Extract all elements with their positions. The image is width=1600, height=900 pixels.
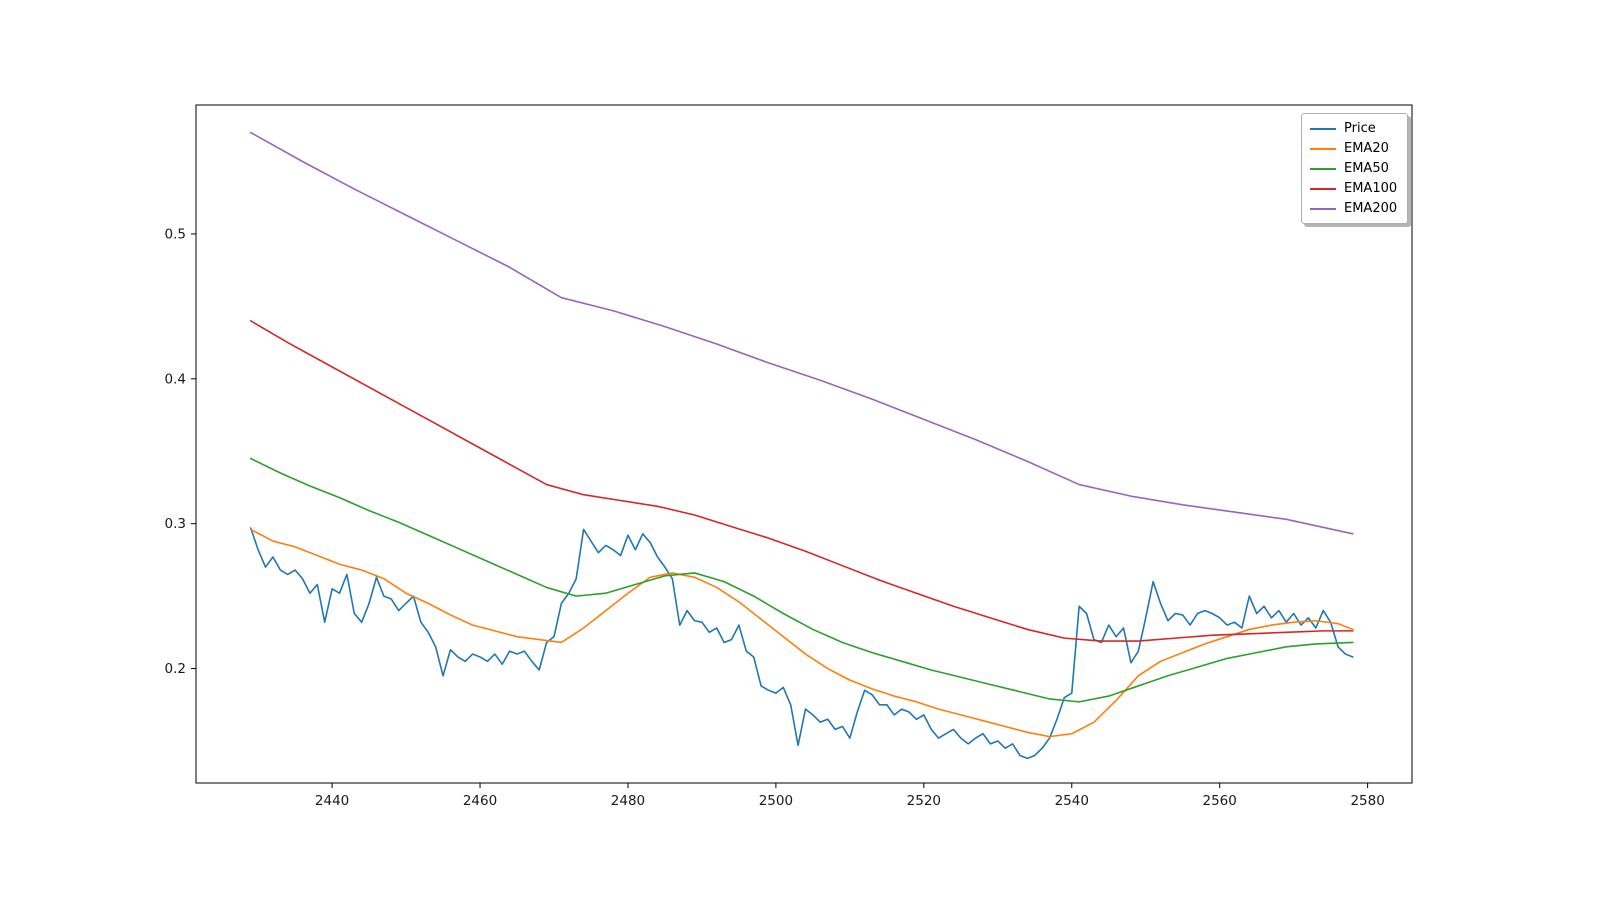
y-tick-label: 0.2 [165, 661, 186, 677]
x-tick-label: 2440 [315, 793, 349, 809]
legend-item-ema200: EMA200 [1310, 200, 1397, 217]
legend-item-ema50: EMA50 [1310, 160, 1397, 177]
x-tick-label: 2580 [1350, 793, 1384, 809]
legend-swatch-ema50 [1310, 167, 1336, 170]
series-line-price [249, 527, 1354, 760]
x-tick-label: 2540 [1055, 793, 1089, 809]
x-tick-label: 2480 [611, 793, 645, 809]
y-tick-label: 0.3 [165, 516, 186, 532]
x-tick-label: 2520 [907, 793, 941, 809]
axes-frame [195, 104, 1413, 784]
legend-swatch-ema200 [1310, 207, 1336, 210]
legend-swatch-price [1310, 127, 1336, 130]
legend-label: Price [1344, 121, 1376, 136]
legend-label: EMA200 [1344, 201, 1398, 216]
x-tick-label: 2560 [1203, 793, 1237, 809]
legend-swatch-ema20 [1310, 147, 1336, 150]
legend-label: EMA50 [1344, 161, 1389, 176]
y-tick-label: 0.4 [165, 371, 186, 387]
chart-legend: Price EMA20 EMA50 EMA100 EMA200 [1301, 113, 1409, 224]
legend-item-price: Price [1310, 120, 1397, 137]
legend-item-ema20: EMA20 [1310, 140, 1397, 157]
legend-swatch-ema100 [1310, 187, 1336, 190]
legend-label: EMA100 [1344, 181, 1398, 196]
x-tick-label: 2460 [463, 793, 497, 809]
legend-item-ema100: EMA100 [1310, 180, 1397, 197]
legend-label: EMA20 [1344, 141, 1389, 156]
x-tick-label: 2500 [759, 793, 793, 809]
series-line-ema50 [249, 457, 1354, 703]
series-line-ema200 [249, 131, 1354, 535]
y-tick-label: 0.5 [165, 226, 186, 242]
series-line-ema20 [249, 528, 1354, 738]
series-line-ema100 [249, 320, 1354, 642]
